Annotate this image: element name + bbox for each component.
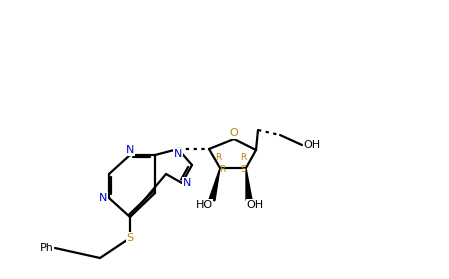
Text: S: S [127, 233, 133, 243]
Text: OH: OH [247, 200, 264, 210]
Text: Ph: Ph [40, 243, 54, 253]
Text: N: N [99, 193, 107, 203]
Text: O: O [229, 128, 238, 138]
Text: N: N [183, 178, 191, 188]
Text: N: N [126, 145, 134, 155]
Polygon shape [246, 168, 252, 200]
Text: HO: HO [195, 200, 212, 210]
Text: R: R [215, 153, 221, 162]
Text: R: R [219, 165, 225, 174]
Text: N: N [174, 149, 182, 159]
Text: S: S [240, 165, 246, 174]
Text: R: R [240, 153, 246, 162]
Text: OH: OH [304, 140, 321, 150]
Polygon shape [209, 168, 220, 201]
